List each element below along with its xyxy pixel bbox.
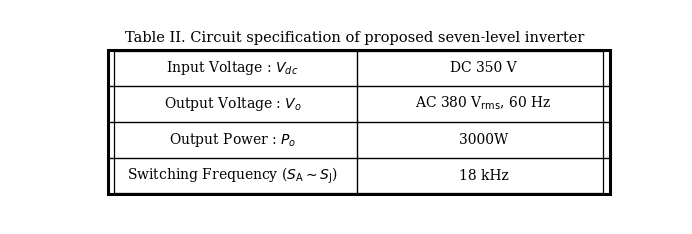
Text: DC 350 V: DC 350 V — [450, 61, 517, 75]
Text: Input Voltage : $\mathit{V}_{dc}$: Input Voltage : $\mathit{V}_{dc}$ — [167, 59, 299, 77]
Bar — [114, 51, 603, 193]
Text: Table II. Circuit specification of proposed seven-level inverter: Table II. Circuit specification of propo… — [125, 31, 584, 45]
Text: Output Voltage : $\mathit{V}_{o}$: Output Voltage : $\mathit{V}_{o}$ — [164, 95, 302, 113]
Text: 3000W: 3000W — [459, 133, 508, 147]
Text: AC 380 V$_{\mathrm{rms}}$, 60 Hz: AC 380 V$_{\mathrm{rms}}$, 60 Hz — [415, 95, 552, 113]
Text: 18 kHz: 18 kHz — [459, 169, 509, 183]
Text: Switching Frequency ($\mathit{S}_{\mathrm{A}}$$\mathit{\sim}$$\mathit{S}_{\mathr: Switching Frequency ($\mathit{S}_{\mathr… — [127, 166, 338, 186]
Text: Output Power : $\mathit{P}_{o}$: Output Power : $\mathit{P}_{o}$ — [169, 131, 296, 149]
Bar — [108, 50, 610, 194]
